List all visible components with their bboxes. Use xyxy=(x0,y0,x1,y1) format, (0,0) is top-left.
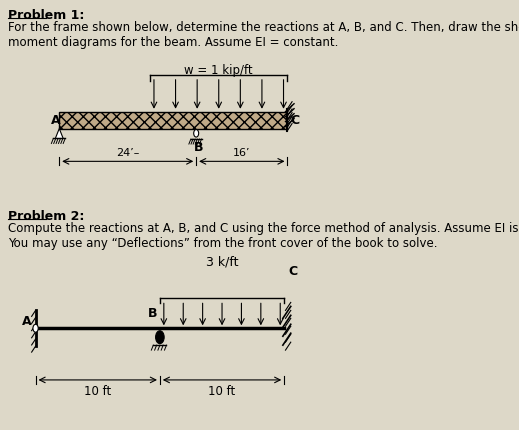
Text: Compute the reactions at A, B, and C using the force method of analysis. Assume : Compute the reactions at A, B, and C usi… xyxy=(8,221,519,234)
Text: 10 ft: 10 ft xyxy=(209,384,236,397)
Text: Problem 2:: Problem 2: xyxy=(8,209,85,222)
Circle shape xyxy=(33,325,38,332)
Text: You may use any “Deflections” from the front cover of the book to solve.: You may use any “Deflections” from the f… xyxy=(8,237,438,249)
Text: B: B xyxy=(194,141,203,154)
Text: 24’–: 24’– xyxy=(116,148,140,158)
Text: 10 ft: 10 ft xyxy=(84,384,112,397)
Text: moment diagrams for the beam. Assume EI = constant.: moment diagrams for the beam. Assume EI … xyxy=(8,36,338,49)
Text: For the frame shown below, determine the reactions at A, B, and C. Then, draw th: For the frame shown below, determine the… xyxy=(8,21,519,34)
Circle shape xyxy=(194,130,199,138)
Text: A: A xyxy=(22,315,32,328)
Text: A: A xyxy=(51,114,60,126)
Bar xyxy=(59,112,288,129)
Text: w = 1 kip/ft: w = 1 kip/ft xyxy=(184,64,253,77)
Text: 3 k/ft: 3 k/ft xyxy=(206,255,238,268)
Polygon shape xyxy=(56,129,63,139)
Circle shape xyxy=(156,331,164,344)
Text: C: C xyxy=(290,114,299,126)
Text: Problem 1:: Problem 1: xyxy=(8,9,85,22)
Text: B: B xyxy=(148,307,158,319)
Text: C: C xyxy=(288,264,297,277)
Text: 16’: 16’ xyxy=(233,148,251,158)
